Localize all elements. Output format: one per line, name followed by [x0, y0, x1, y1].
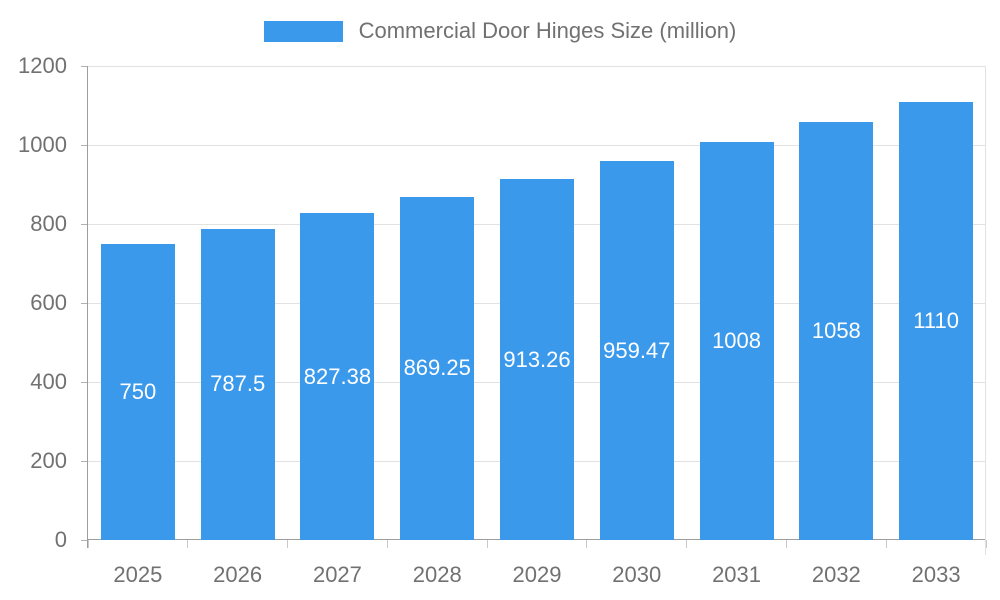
plot-right-border	[985, 66, 986, 555]
bar-value-label: 1058	[811, 318, 861, 344]
y-axis-tick-label: 400	[30, 369, 67, 394]
y-axis-tick-label: 1200	[18, 53, 67, 78]
x-axis-tick-label: 2030	[612, 562, 662, 587]
y-axis-tick-label: 1000	[18, 132, 67, 157]
bar-value-label: 959.47	[603, 337, 671, 363]
x-axis-tick-label: 2032	[811, 562, 861, 587]
bar[interactable]	[899, 101, 974, 540]
y-axis-tick-mark	[81, 223, 88, 225]
bar[interactable]	[200, 228, 275, 540]
y-axis-tick-mark	[81, 381, 88, 383]
x-axis-tick-label: 2031	[712, 562, 762, 587]
x-axis-tick-label: 2029	[512, 562, 562, 587]
legend-swatch-icon	[263, 20, 343, 42]
bar-value-label: 1110	[913, 307, 959, 333]
bar[interactable]	[300, 213, 375, 540]
x-axis-tick-mark	[486, 540, 488, 548]
x-axis-tick-mark	[885, 540, 887, 548]
y-axis-tick-label: 200	[30, 448, 67, 473]
x-axis-tick-mark	[686, 540, 688, 548]
y-gridline	[88, 144, 986, 146]
y-axis-line	[87, 66, 88, 548]
y-axis-tick-label: 0	[54, 527, 67, 552]
bar[interactable]	[799, 122, 874, 540]
x-axis-tick-mark	[386, 540, 388, 548]
bar-value-label: 869.25	[403, 355, 471, 381]
y-axis-tick-mark	[81, 302, 88, 304]
x-axis-tick-mark	[985, 540, 987, 548]
x-axis-tick-mark	[785, 540, 787, 548]
bar[interactable]	[400, 196, 475, 540]
x-axis-tick-mark	[586, 540, 588, 548]
legend[interactable]: Commercial Door Hinges Size (million)	[0, 18, 1000, 44]
legend-label: Commercial Door Hinges Size (million)	[358, 18, 737, 43]
x-axis-tick-label: 2026	[213, 562, 263, 587]
bar[interactable]	[699, 141, 774, 540]
plot-area: 0 200 400 600 800 1000 1200 750 2025 787.5 2026 827…	[18, 53, 987, 587]
y-axis-tick-label: 800	[30, 211, 67, 236]
y-axis-tick-mark	[81, 539, 88, 541]
y-gridline	[88, 65, 986, 67]
y-axis-tick-mark	[81, 460, 88, 462]
x-axis-tick-mark	[187, 540, 189, 548]
bar[interactable]	[500, 179, 574, 540]
x-axis-tick-mark	[287, 540, 289, 548]
y-axis-tick-label: 600	[30, 290, 67, 315]
x-axis-tick-label: 2027	[312, 562, 362, 587]
bar-value-label: 750	[119, 378, 157, 404]
bar[interactable]	[100, 243, 175, 540]
y-axis-tick-mark	[81, 65, 88, 67]
bar[interactable]	[599, 161, 674, 540]
bar-value-label: 913.26	[503, 346, 571, 372]
y-axis-tick-mark	[81, 144, 88, 146]
bar-value-label: 787.5	[210, 371, 266, 397]
bar-value-label: 827.38	[303, 363, 372, 389]
x-axis-tick-label: 2028	[412, 562, 462, 587]
x-axis-tick-label: 2033	[911, 562, 961, 587]
bar-value-label: 1008	[712, 327, 762, 353]
x-axis-tick-mark	[87, 540, 89, 548]
x-axis-tick-label: 2025	[113, 562, 163, 587]
